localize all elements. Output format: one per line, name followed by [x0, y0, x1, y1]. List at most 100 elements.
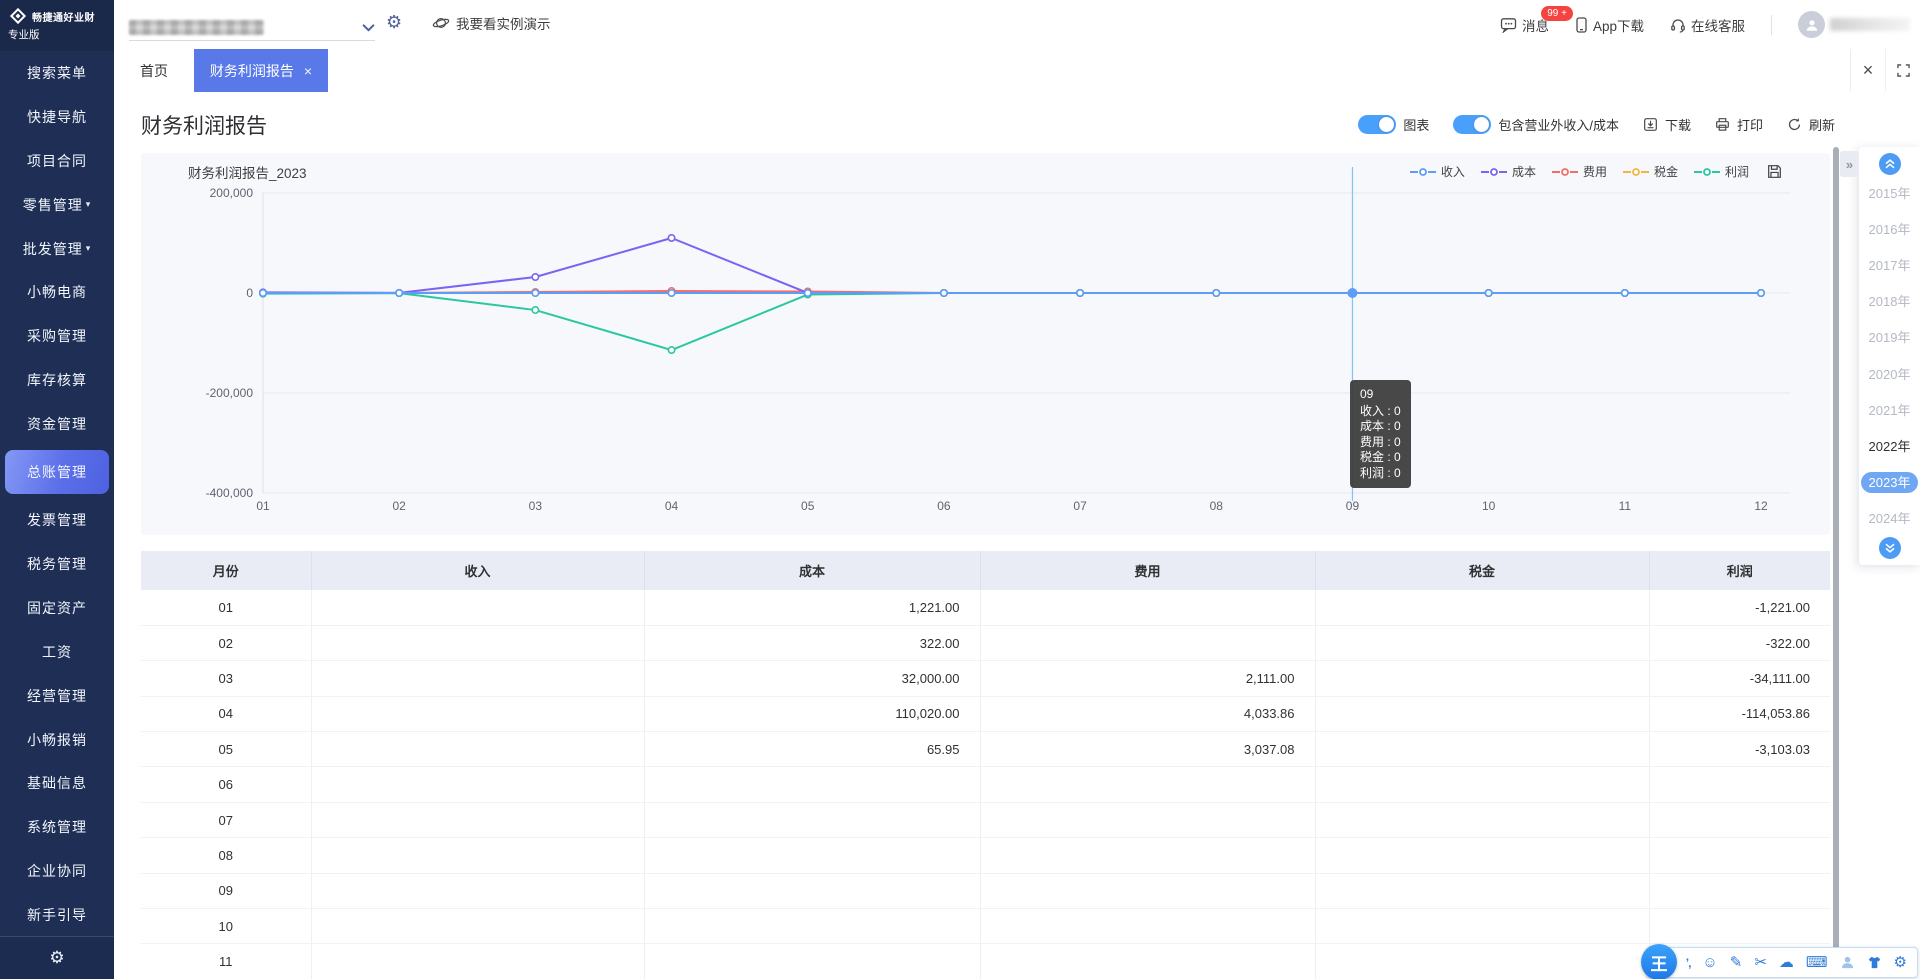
value-cell — [311, 731, 645, 768]
user-account[interactable] — [1798, 11, 1910, 38]
close-all-button[interactable]: × — [1851, 49, 1885, 91]
print-button[interactable]: 打印 — [1715, 115, 1763, 134]
chart-toggle[interactable] — [1358, 115, 1397, 134]
month-cell: 11 — [141, 943, 312, 979]
sidebar-item[interactable]: 小畅报销 — [0, 718, 114, 762]
sidebar-item[interactable]: 资金管理 — [0, 402, 114, 446]
sidebar-item[interactable]: 发票管理 — [0, 498, 114, 542]
sidebar-item[interactable]: 固定资产 — [0, 586, 114, 630]
settings-gear-icon[interactable]: ⚙ — [386, 12, 403, 32]
sidebar-item[interactable]: 新手引导 — [0, 893, 114, 937]
tab-home-label: 首页 — [140, 62, 168, 79]
sidebar-item-label: 库存核算 — [27, 372, 87, 389]
sidebar-item[interactable]: 工资 — [0, 630, 114, 674]
sidebar-gear-icon[interactable]: ⚙ — [49, 948, 65, 967]
value-cell — [1649, 837, 1830, 874]
cloud-icon[interactable]: ☁ — [1778, 954, 1794, 971]
sidebar-item[interactable]: 系统管理 — [0, 805, 114, 849]
sidebar-item[interactable]: 采购管理 — [0, 314, 114, 358]
chart-tooltip: 09 收入 : 0 成本 : 0 费用 : 0 税金 : 0 利润 : 0 — [1350, 380, 1411, 488]
value-cell — [980, 625, 1316, 662]
value-cell — [311, 873, 645, 910]
ime-punctuation-mode[interactable]: ’, — [1685, 955, 1692, 970]
month-cell: 08 — [141, 837, 312, 874]
year-item[interactable]: 2020年 — [1868, 366, 1911, 382]
sidebar-item[interactable]: 企业协同 — [0, 849, 114, 893]
fullscreen-button[interactable] — [1885, 49, 1920, 91]
refresh-button[interactable]: 刷新 — [1787, 115, 1835, 134]
save-image-icon[interactable] — [1767, 164, 1782, 179]
chart-legend: 收入 成本 费用 税金 利润 — [1409, 163, 1782, 180]
company-select[interactable] — [129, 14, 375, 41]
app-download-button[interactable]: App下载 — [1575, 15, 1644, 35]
person-icon[interactable] — [1840, 955, 1855, 970]
brand-name: 畅捷通好业财 — [32, 12, 95, 24]
messages-button[interactable]: 消息 99 + — [1500, 5, 1573, 35]
scissors-icon[interactable]: ✂ — [1754, 954, 1767, 971]
sidebar-item[interactable]: 零售管理 ▾ — [0, 183, 114, 227]
year-item[interactable]: 2024年 — [1868, 511, 1911, 527]
year-item[interactable]: 2022年 — [1868, 438, 1911, 454]
tab-report-label: 财务利润报告 — [209, 62, 294, 79]
ime-brand-button[interactable]: 王 — [1641, 944, 1677, 979]
legend-item[interactable]: 收入 — [1409, 163, 1465, 180]
sidebar-item[interactable]: 项目合同 — [0, 139, 114, 183]
sidebar-item[interactable]: 批发管理 ▾ — [0, 227, 114, 271]
vertical-scrollbar[interactable] — [1833, 147, 1839, 967]
year-item[interactable]: 2015年 — [1868, 185, 1911, 201]
year-item[interactable]: 2019年 — [1868, 330, 1911, 346]
year-item[interactable]: 2017年 — [1868, 257, 1911, 273]
sidebar-item[interactable]: 搜索菜单 — [0, 51, 114, 95]
sidebar-item[interactable]: 税务管理 — [0, 542, 114, 586]
emoji-icon[interactable]: ☺ — [1702, 954, 1718, 971]
avatar — [1798, 11, 1825, 38]
main-content: 财务利润报告 图表 包含营业外收入/成本 下载 打印 — [114, 92, 1920, 979]
value-cell — [1649, 908, 1830, 945]
sidebar-footer: ⚙ — [0, 936, 114, 979]
legend-marker-icon — [1409, 167, 1436, 176]
value-cell — [644, 837, 981, 874]
value-cell — [311, 660, 645, 697]
chevron-down-icon — [362, 23, 375, 32]
sidebar-item[interactable]: 库存核算 — [0, 358, 114, 402]
sidebar-item[interactable]: 基础信息 — [0, 762, 114, 806]
year-panel-collapse-handle[interactable]: » — [1840, 151, 1859, 177]
download-button[interactable]: 下载 — [1643, 115, 1691, 134]
value-cell — [311, 590, 645, 626]
sidebar-item[interactable]: 快捷导航 — [0, 95, 114, 139]
table-row: 07 — [141, 802, 1830, 839]
ime-gear-icon[interactable]: ⚙ — [1893, 954, 1907, 971]
pencil-icon[interactable]: ✎ — [1729, 954, 1743, 971]
sidebar-item[interactable]: 总账管理 — [5, 450, 109, 495]
demo-link[interactable]: 我要看实例演示 — [432, 13, 551, 33]
svg-text:01: 01 — [256, 499, 270, 513]
years-scroll-down-button[interactable] — [1878, 537, 1901, 559]
tab-home[interactable]: 首页 — [114, 49, 194, 92]
value-cell — [644, 943, 981, 979]
keyboard-icon[interactable]: ⌨ — [1805, 954, 1828, 971]
year-item[interactable]: 2016年 — [1868, 221, 1911, 237]
value-cell — [1649, 766, 1830, 803]
table-row: 10 — [141, 908, 1830, 945]
table-header-cell: 税金 — [1315, 551, 1650, 590]
years-scroll-up-button[interactable] — [1878, 153, 1901, 175]
tab-report[interactable]: 财务利润报告 × — [194, 49, 328, 92]
support-button[interactable]: 在线客服 — [1670, 15, 1745, 35]
svg-text:05: 05 — [801, 499, 815, 513]
sidebar-item[interactable]: 经营管理 — [0, 674, 114, 718]
legend-item[interactable]: 利润 — [1693, 163, 1749, 180]
table-header-cell: 月份 — [141, 551, 312, 590]
include-nonoperating-toggle[interactable] — [1453, 115, 1492, 134]
sidebar-item[interactable]: 小畅电商 — [0, 271, 114, 315]
tab-close-icon[interactable]: × — [303, 62, 313, 79]
tooltip-line: 税金 : 0 — [1360, 450, 1401, 464]
year-item[interactable]: 2018年 — [1868, 294, 1911, 310]
legend-item[interactable]: 成本 — [1480, 163, 1536, 180]
legend-item[interactable]: 税金 — [1622, 163, 1678, 180]
username-redacted — [1830, 18, 1910, 31]
legend-item[interactable]: 费用 — [1551, 163, 1607, 180]
year-item[interactable]: 2021年 — [1868, 402, 1911, 418]
tshirt-icon[interactable] — [1867, 955, 1882, 970]
year-item[interactable]: 2023年 — [1860, 472, 1919, 494]
